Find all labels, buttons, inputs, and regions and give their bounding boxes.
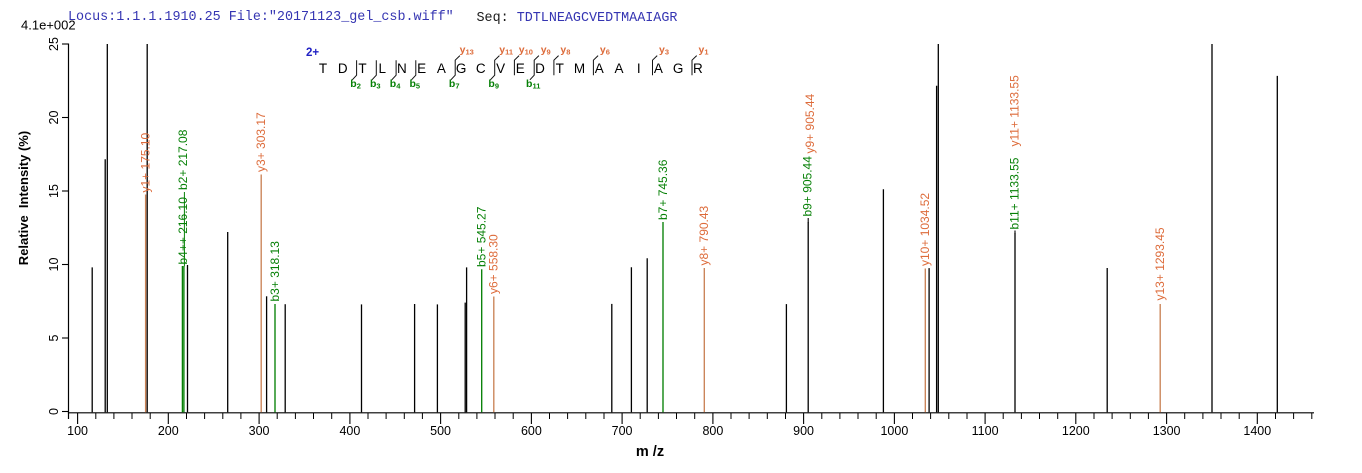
svg-text:E: E — [417, 61, 426, 76]
svg-text:y3: y3 — [659, 44, 669, 57]
svg-text:b7: b7 — [449, 78, 460, 91]
svg-text:b9: b9 — [488, 78, 499, 91]
svg-text:y6: y6 — [600, 44, 610, 57]
svg-text:15: 15 — [47, 184, 61, 198]
svg-text:y10+ 1034.52: y10+ 1034.52 — [918, 193, 932, 266]
svg-text:400: 400 — [339, 424, 360, 438]
svg-text:C: C — [476, 61, 486, 76]
svg-text:y13: y13 — [460, 44, 474, 57]
svg-text:y11: y11 — [499, 44, 513, 57]
svg-text:5: 5 — [47, 334, 61, 341]
svg-text:b11: b11 — [526, 78, 540, 91]
svg-text:b5: b5 — [410, 78, 421, 91]
svg-text:y11+ 1133.55: y11+ 1133.55 — [1008, 75, 1022, 147]
svg-text:b11+ 1133.55: b11+ 1133.55 — [1008, 157, 1022, 229]
svg-text:m /z: m /z — [636, 444, 664, 460]
svg-text:25: 25 — [47, 37, 61, 51]
svg-text:T: T — [556, 61, 564, 76]
svg-text:G: G — [456, 61, 467, 76]
svg-text:b2+ 217.08: b2+ 217.08 — [176, 129, 190, 190]
svg-text:300: 300 — [249, 424, 270, 438]
svg-text:A: A — [595, 61, 604, 76]
svg-text:b4: b4 — [390, 78, 401, 91]
svg-text:10: 10 — [47, 258, 61, 272]
svg-text:y1: y1 — [698, 44, 708, 57]
svg-text:900: 900 — [793, 424, 814, 438]
svg-text:A: A — [654, 61, 663, 76]
svg-text:200: 200 — [158, 424, 179, 438]
svg-text:Relative Intensity (%): Relative Intensity (%) — [16, 131, 31, 265]
svg-text:I: I — [637, 61, 641, 76]
svg-text:y9+ 905.44: y9+ 905.44 — [803, 93, 817, 153]
svg-text:T: T — [358, 61, 366, 76]
svg-text:1400: 1400 — [1243, 424, 1271, 438]
svg-text:0: 0 — [47, 408, 61, 415]
svg-text:4.1e+002: 4.1e+002 — [21, 18, 76, 33]
svg-text:D: D — [338, 61, 348, 76]
svg-text:b5+ 545.27: b5+ 545.27 — [475, 206, 489, 267]
svg-text:R: R — [693, 61, 703, 76]
svg-text:G: G — [673, 61, 684, 76]
svg-text:D: D — [535, 61, 545, 76]
svg-text:1200: 1200 — [1062, 424, 1090, 438]
svg-text:500: 500 — [430, 424, 451, 438]
svg-text:Seq: TDTLNEAGCVEDTMAAIAGR: Seq: TDTLNEAGCVEDTMAAIAGR — [477, 11, 678, 26]
svg-text:y10: y10 — [519, 44, 533, 57]
svg-text:A: A — [614, 61, 623, 76]
svg-text:y8+ 790.43: y8+ 790.43 — [697, 205, 711, 265]
svg-text:y1+ 175.10: y1+ 175.10 — [138, 132, 152, 192]
svg-text:L: L — [378, 61, 386, 76]
svg-text:M: M — [574, 61, 585, 76]
svg-text:20: 20 — [47, 111, 61, 125]
svg-text:T: T — [319, 61, 327, 76]
svg-text:N: N — [397, 61, 407, 76]
svg-text:V: V — [496, 61, 505, 76]
svg-text:y3+ 303.17: y3+ 303.17 — [254, 112, 268, 172]
svg-text:E: E — [516, 61, 525, 76]
svg-text:A: A — [437, 61, 446, 76]
svg-text:b4++ 216.10: b4++ 216.10 — [176, 197, 190, 265]
svg-text:600: 600 — [521, 424, 542, 438]
svg-text:b2: b2 — [350, 78, 361, 91]
svg-text:1000: 1000 — [880, 424, 908, 438]
svg-text:Locus:1.1.1.1910.25 File:"2017: Locus:1.1.1.1910.25 File:"20171123_gel_c… — [68, 10, 454, 25]
svg-text:800: 800 — [702, 424, 723, 438]
svg-text:1300: 1300 — [1153, 424, 1181, 438]
svg-text:700: 700 — [612, 424, 633, 438]
svg-text:y8: y8 — [560, 44, 570, 57]
svg-text:b9+ 905.44: b9+ 905.44 — [801, 156, 815, 217]
svg-text:100: 100 — [67, 424, 88, 438]
svg-text:y13+ 1293.45: y13+ 1293.45 — [1153, 227, 1167, 300]
svg-text:1100: 1100 — [972, 424, 999, 438]
svg-text:b7+ 745.36: b7+ 745.36 — [656, 159, 670, 220]
svg-text:y6+ 558.30: y6+ 558.30 — [487, 234, 501, 294]
svg-text:y9: y9 — [541, 44, 551, 57]
svg-text:b3+ 318.13: b3+ 318.13 — [268, 241, 282, 302]
svg-text:2+: 2+ — [306, 47, 319, 59]
svg-text:b3: b3 — [370, 78, 381, 91]
